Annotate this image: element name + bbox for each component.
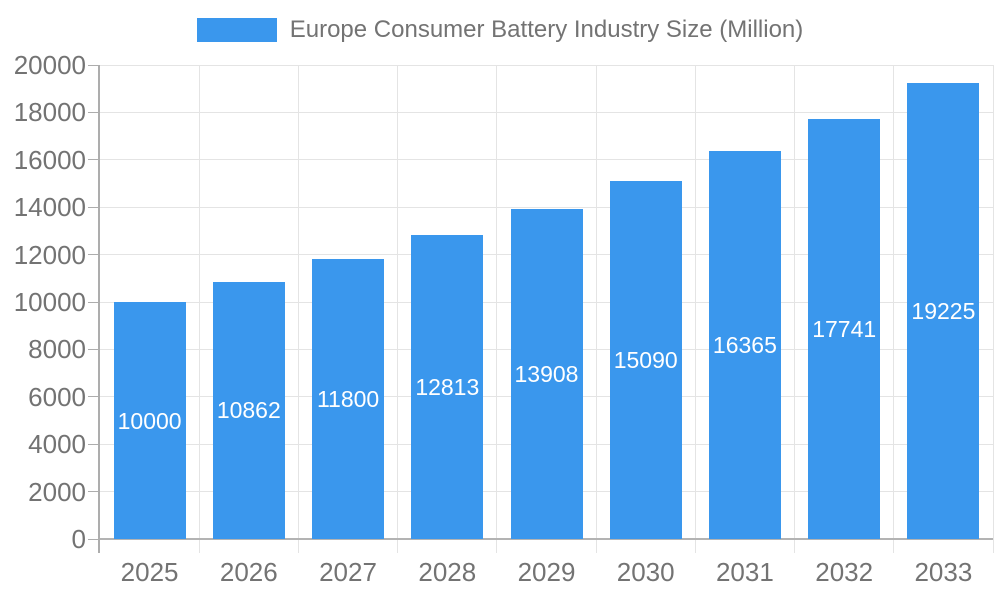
legend: Europe Consumer Battery Industry Size (M… xyxy=(0,14,1000,46)
h-gridline xyxy=(100,64,993,66)
y-tick xyxy=(88,301,100,303)
y-tick xyxy=(88,538,100,540)
y-tick xyxy=(88,396,100,398)
bar: 19225 xyxy=(907,83,980,539)
x-axis-label: 2033 xyxy=(914,557,973,587)
bar-value-label: 12813 xyxy=(415,374,480,401)
x-axis-label: 2026 xyxy=(219,557,278,587)
y-axis-label: 18000 xyxy=(13,97,86,128)
y-axis-line xyxy=(98,65,100,553)
bar: 15090 xyxy=(609,181,682,539)
y-axis-label: 16000 xyxy=(13,144,86,175)
y-axis-label: 2000 xyxy=(28,476,86,507)
y-axis-label: 14000 xyxy=(13,192,86,223)
y-tick xyxy=(88,64,100,66)
bar: 12813 xyxy=(411,235,484,539)
y-axis-label: 6000 xyxy=(28,381,86,412)
x-axis-label: 2029 xyxy=(517,557,576,587)
y-tick xyxy=(88,206,100,208)
y-axis-label: 10000 xyxy=(13,287,86,317)
legend-label: Europe Consumer Battery Industry Size (M… xyxy=(289,16,804,43)
v-gridline xyxy=(496,65,498,553)
bar-value-label: 17741 xyxy=(812,315,877,342)
y-axis-label: 8000 xyxy=(28,334,86,365)
x-axis-label: 2030 xyxy=(616,557,675,587)
v-gridline xyxy=(297,65,299,553)
bar: 10862 xyxy=(212,281,285,539)
x-axis-label: 2028 xyxy=(418,557,477,587)
y-tick xyxy=(88,254,100,256)
v-gridline xyxy=(198,65,200,553)
x-axis-label: 2032 xyxy=(815,557,874,587)
h-gridline xyxy=(100,111,993,113)
x-axis-label: 2027 xyxy=(319,557,377,587)
v-gridline xyxy=(893,65,895,553)
bar-value-label: 15090 xyxy=(613,347,678,374)
v-gridline xyxy=(397,65,399,553)
h-gridline xyxy=(100,206,993,208)
bar: 17741 xyxy=(808,118,881,539)
legend-swatch xyxy=(196,18,277,42)
bar-value-label: 11800 xyxy=(316,386,380,413)
x-axis-line xyxy=(100,538,993,540)
bar-value-label: 10000 xyxy=(117,407,182,434)
x-axis-label: 2031 xyxy=(715,557,774,587)
y-tick xyxy=(88,159,100,161)
bar: 16365 xyxy=(708,151,781,539)
y-tick xyxy=(88,111,100,113)
y-tick xyxy=(88,491,100,493)
y-tick xyxy=(88,348,100,350)
v-gridline xyxy=(992,65,994,553)
bar: 11800 xyxy=(312,259,385,539)
y-axis-label: 4000 xyxy=(28,429,86,460)
bar: 10000 xyxy=(113,302,186,539)
v-gridline xyxy=(595,65,597,553)
y-tick xyxy=(88,443,100,445)
x-axis-label: 2025 xyxy=(120,557,179,587)
bar-value-label: 19225 xyxy=(911,298,976,325)
bar: 13908 xyxy=(510,209,583,539)
v-gridline xyxy=(694,65,696,553)
y-axis-label: 12000 xyxy=(13,239,86,270)
bar-value-label: 10862 xyxy=(216,397,281,424)
y-axis-label: 0 xyxy=(71,524,86,554)
bar-value-label: 16365 xyxy=(712,332,777,359)
h-gridline xyxy=(100,159,993,161)
y-axis-label: 20000 xyxy=(13,50,86,80)
v-gridline xyxy=(794,65,796,553)
bar-value-label: 13908 xyxy=(514,361,579,388)
